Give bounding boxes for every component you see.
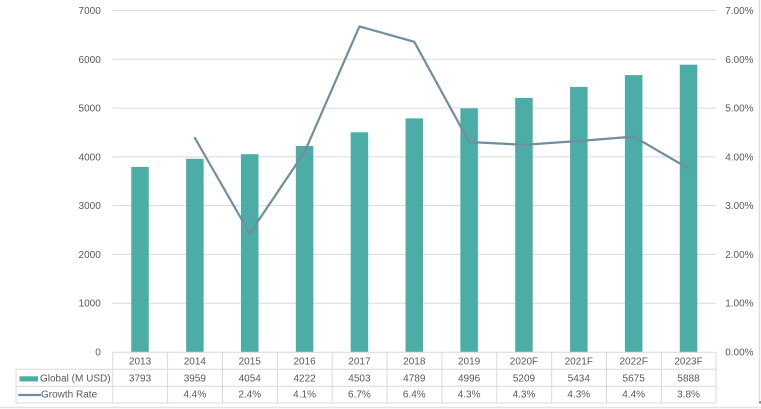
svg-text:2020F: 2020F: [510, 356, 538, 367]
svg-text:4789: 4789: [403, 374, 426, 385]
svg-text:5888: 5888: [677, 374, 700, 385]
svg-text:4054: 4054: [239, 374, 262, 385]
svg-text:2015: 2015: [239, 356, 262, 367]
svg-text:3000: 3000: [79, 201, 102, 212]
svg-text:5209: 5209: [513, 374, 536, 385]
svg-text:Growth Rate: Growth Rate: [41, 390, 98, 401]
svg-text:2.00%: 2.00%: [725, 250, 753, 261]
svg-text:6.4%: 6.4%: [403, 390, 426, 401]
svg-text:6000: 6000: [79, 55, 102, 66]
svg-text:2016: 2016: [293, 356, 316, 367]
svg-text:2000: 2000: [79, 250, 102, 261]
svg-text:4.00%: 4.00%: [725, 152, 753, 163]
svg-text:2013: 2013: [129, 356, 152, 367]
svg-text:4.4%: 4.4%: [622, 390, 645, 401]
svg-text:4.4%: 4.4%: [183, 390, 206, 401]
svg-text:2017: 2017: [348, 356, 371, 367]
svg-text:5.00%: 5.00%: [725, 104, 753, 115]
svg-text:5000: 5000: [79, 104, 102, 115]
svg-text:3.00%: 3.00%: [725, 201, 753, 212]
svg-text:5675: 5675: [623, 374, 646, 385]
svg-text:4503: 4503: [348, 374, 371, 385]
svg-text:4.3%: 4.3%: [458, 390, 481, 401]
svg-text:7000: 7000: [79, 6, 102, 17]
svg-text:6.7%: 6.7%: [348, 390, 371, 401]
svg-text:5434: 5434: [568, 374, 591, 385]
svg-text:3793: 3793: [129, 374, 152, 385]
svg-text:2021F: 2021F: [565, 356, 593, 367]
svg-text:2022F: 2022F: [619, 356, 647, 367]
svg-text:1000: 1000: [79, 299, 102, 310]
svg-text:3959: 3959: [184, 374, 207, 385]
svg-text:2018: 2018: [403, 356, 426, 367]
svg-text:4.1%: 4.1%: [293, 390, 316, 401]
svg-text:0: 0: [95, 348, 101, 359]
svg-text:2014: 2014: [184, 356, 207, 367]
svg-text:0.00%: 0.00%: [725, 348, 753, 359]
svg-text:2023F: 2023F: [674, 356, 702, 367]
svg-text:4.3%: 4.3%: [567, 390, 590, 401]
svg-text:4222: 4222: [293, 374, 316, 385]
svg-text:6.00%: 6.00%: [725, 55, 753, 66]
svg-text:4.3%: 4.3%: [513, 390, 536, 401]
svg-text:Global (M USD): Global (M USD): [40, 374, 111, 385]
svg-text:2.4%: 2.4%: [238, 390, 261, 401]
svg-text:4996: 4996: [458, 374, 481, 385]
svg-text:2019: 2019: [458, 356, 481, 367]
svg-text:3.8%: 3.8%: [677, 390, 700, 401]
svg-text:1.00%: 1.00%: [725, 299, 753, 310]
svg-text:4000: 4000: [79, 152, 102, 163]
svg-text:7.00%: 7.00%: [725, 6, 753, 17]
